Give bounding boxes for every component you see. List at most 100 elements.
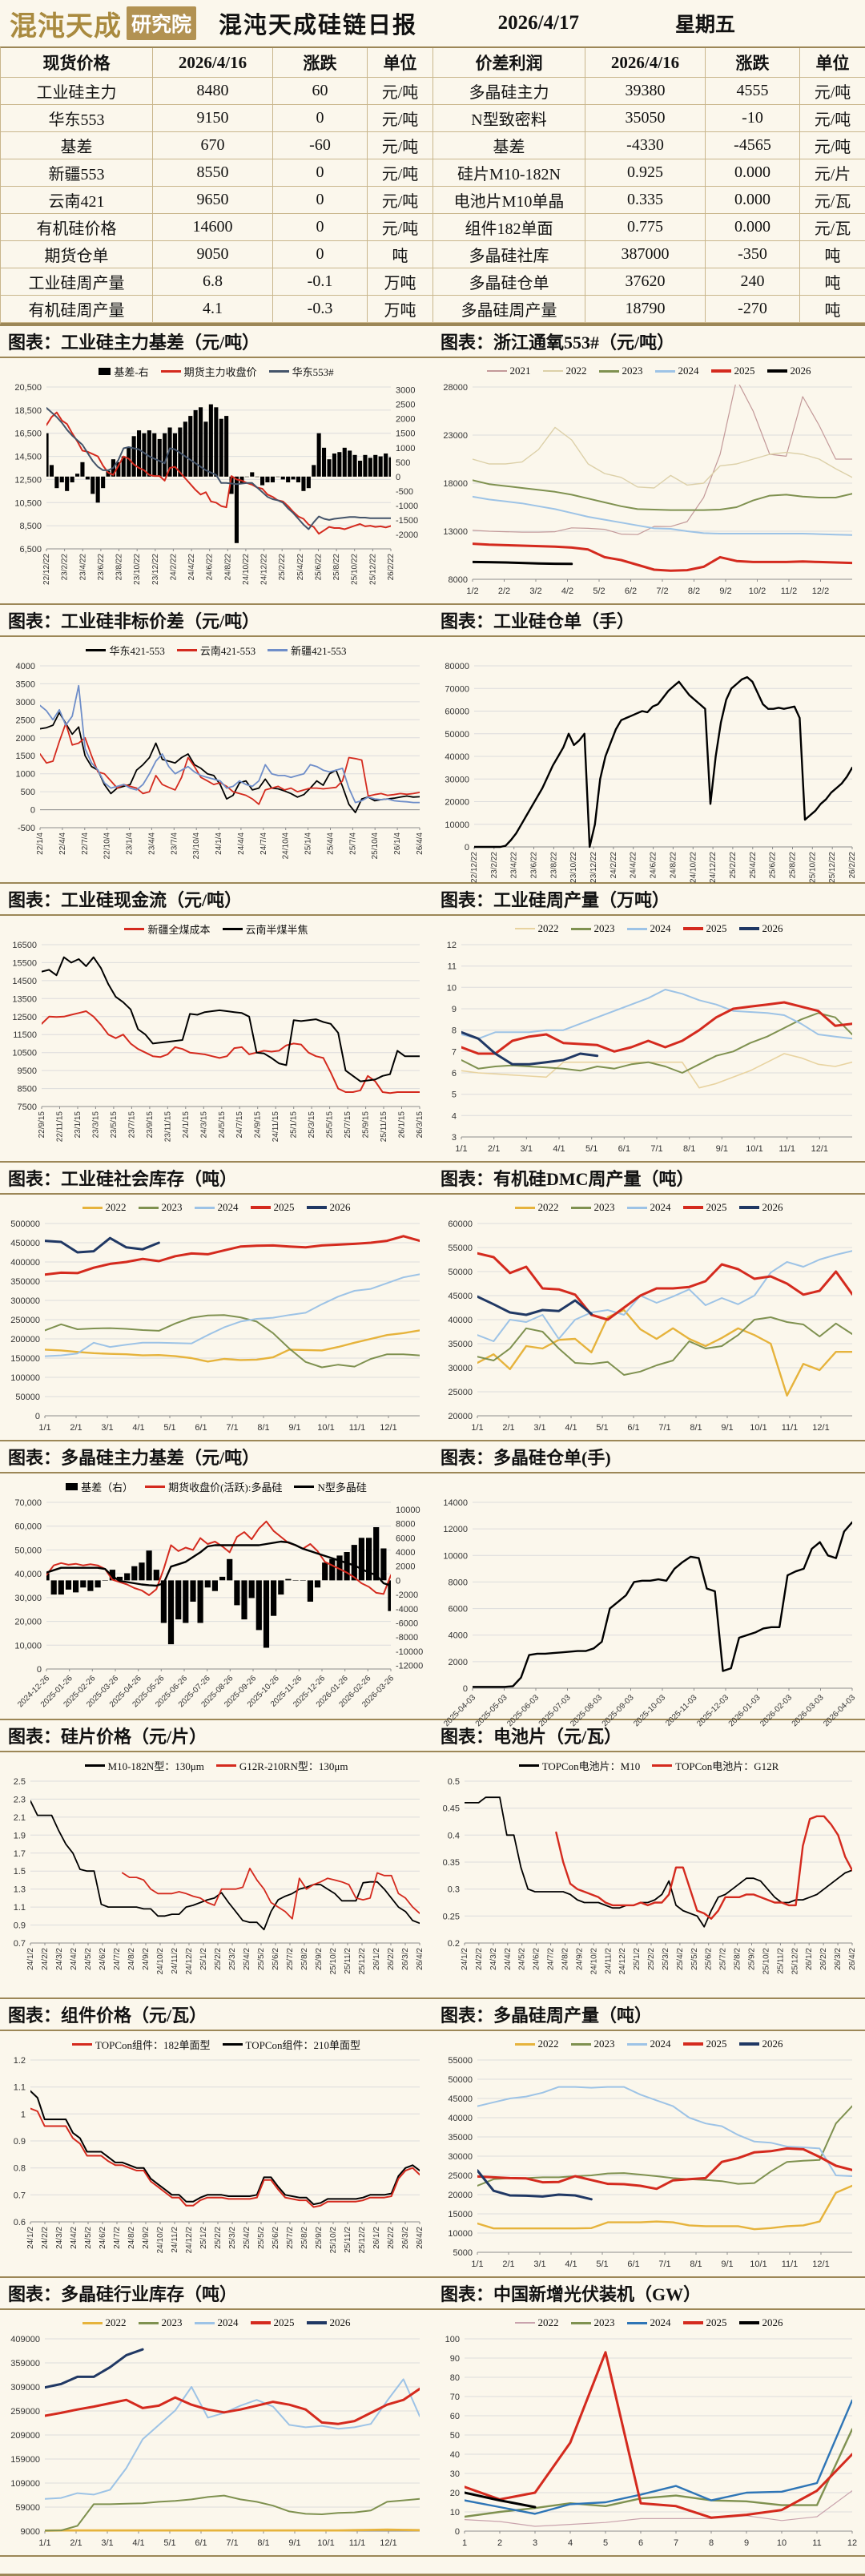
- table-cell: 元/吨: [800, 78, 865, 105]
- svg-text:25/6/2: 25/6/2: [272, 2227, 280, 2249]
- svg-text:23/6/22: 23/6/22: [97, 554, 106, 581]
- svg-text:23/6/22: 23/6/22: [530, 852, 539, 879]
- svg-text:50000: 50000: [448, 2075, 473, 2085]
- svg-text:25/4/2: 25/4/2: [243, 2227, 251, 2249]
- svg-text:20000: 20000: [448, 2191, 473, 2200]
- ind-si-nonstd-spread-plot: -500 0 500 1000 1500 2000 2500 3000 3500 4000 22/1…: [16, 662, 424, 859]
- legend-item: 2023: [138, 2316, 183, 2329]
- svg-text:-500: -500: [396, 487, 413, 497]
- table-cell: 0: [273, 214, 368, 241]
- svg-text:2026-04-03: 2026-04-03: [822, 1693, 857, 1728]
- svg-text:6/1: 6/1: [618, 1144, 630, 1154]
- chart-title-row: 图表：工业硅非标价差（元/吨） 图表：工业硅仓单（手）: [0, 603, 865, 637]
- legend-label: TOPCon电池片：M10: [541, 1760, 641, 1772]
- table-cell: 387000: [585, 241, 706, 268]
- svg-text:24/9/2: 24/9/2: [142, 1948, 151, 1970]
- svg-text:23/1/4: 23/1/4: [126, 832, 135, 855]
- svg-text:5/1: 5/1: [596, 2260, 608, 2269]
- svg-text:26/1/4: 26/1/4: [393, 832, 402, 855]
- legend-swatch: [682, 2321, 703, 2324]
- svg-text:24/4/22: 24/4/22: [187, 554, 196, 581]
- svg-text:11: 11: [448, 962, 457, 972]
- legend-label: 2024: [650, 2038, 671, 2050]
- svg-text:25/8/2: 25/8/2: [300, 2227, 309, 2249]
- svg-text:28000: 28000: [443, 383, 468, 393]
- table-cell: 组件182单面: [433, 214, 585, 241]
- legend-item: 云南半煤半焦: [222, 921, 308, 937]
- svg-text:50,000: 50,000: [14, 1546, 42, 1555]
- legend-label: N型多晶硅: [317, 1481, 367, 1494]
- svg-text:500000: 500000: [10, 1219, 40, 1229]
- legend-item: 期货主力收盘价: [160, 364, 257, 379]
- svg-text:24/7/2: 24/7/2: [547, 1948, 556, 1970]
- svg-text:24/9/2: 24/9/2: [142, 2227, 151, 2249]
- table-cell: -0.1: [273, 268, 368, 296]
- ind-si-main-basis-plot: 6,500 8,500 10,500 12,500 14,500 16,500 18,500…: [14, 383, 418, 585]
- svg-text:25/2/22: 25/2/22: [278, 554, 287, 581]
- svg-text:0.9: 0.9: [14, 1921, 26, 1931]
- svg-text:2025-05-03: 2025-05-03: [474, 1693, 509, 1728]
- svg-text:10,000: 10,000: [14, 1641, 42, 1651]
- svg-text:2025-07-03: 2025-07-03: [537, 1693, 573, 1728]
- svg-text:25/3/2: 25/3/2: [228, 2227, 237, 2249]
- svg-text:24/3/2: 24/3/2: [489, 1948, 498, 1970]
- cell-price-legend: TOPCon电池片：M10 TOPCon电池片：G12R: [432, 1752, 865, 1775]
- svg-text:24/5/2: 24/5/2: [84, 1948, 93, 1970]
- svg-text:0.7: 0.7: [14, 2191, 26, 2200]
- charts-row: M10-182N型：130μm G12R-210RN型：130μm 0.7 0.9 1.…: [0, 1752, 865, 1998]
- legend-item: 2025: [250, 2316, 295, 2329]
- svg-text:0: 0: [30, 806, 35, 816]
- svg-text:60,000: 60,000: [14, 1522, 42, 1532]
- svg-text:2500: 2500: [396, 401, 415, 410]
- svg-text:25/1/2: 25/1/2: [199, 1948, 208, 1970]
- legend-label: 基差（右）: [81, 1481, 134, 1494]
- legend-label: TOPCon组件：210单面型: [245, 2038, 361, 2051]
- legend-swatch: [72, 2042, 92, 2046]
- svg-text:7/1: 7/1: [658, 1423, 670, 1433]
- legend-item: 2025: [682, 1201, 727, 1214]
- svg-text:26/3/2: 26/3/2: [401, 1948, 410, 1970]
- svg-text:250000: 250000: [10, 1316, 40, 1325]
- svg-text:0: 0: [465, 843, 469, 853]
- legend-label: 2023: [161, 1201, 183, 1213]
- svg-text:50000: 50000: [445, 730, 469, 740]
- svg-text:25/6/22: 25/6/22: [315, 554, 324, 581]
- svg-text:50000: 50000: [15, 1393, 40, 1402]
- legend-swatch: [598, 369, 619, 373]
- china-new-pv-install-title: 图表：中国新增光伏装机（GW）: [441, 2284, 702, 2304]
- table-cell: 18790: [585, 296, 706, 323]
- table-cell: 期货仓单: [1, 241, 153, 268]
- table-cell: 基差: [1, 132, 153, 159]
- svg-text:26/3/2: 26/3/2: [834, 1948, 843, 1970]
- svg-text:-4000: -4000: [396, 1605, 418, 1615]
- legend-label: 2022: [537, 2038, 559, 2050]
- svg-text:22/7/4: 22/7/4: [81, 832, 90, 855]
- svg-text:22/11/15: 22/11/15: [56, 1111, 65, 1143]
- svg-text:2/1: 2/1: [70, 1423, 82, 1433]
- svg-text:25/7/4: 25/7/4: [348, 832, 357, 855]
- svg-text:2025-04-03: 2025-04-03: [442, 1693, 477, 1728]
- svg-text:25/4/22: 25/4/22: [296, 554, 305, 581]
- svg-text:8,500: 8,500: [19, 522, 42, 531]
- svg-text:23/12/22: 23/12/22: [589, 852, 598, 883]
- svg-text:24/7/4: 24/7/4: [260, 832, 268, 855]
- legend-label: 2023: [593, 922, 615, 934]
- svg-text:25/5/15: 25/5/15: [326, 1111, 335, 1139]
- column-header: 价差利润: [433, 48, 585, 78]
- svg-text:16,500: 16,500: [14, 429, 42, 439]
- svg-text:25/4/22: 25/4/22: [749, 852, 758, 879]
- legend-item: 基差（右）: [66, 1479, 133, 1494]
- svg-text:25/6/2: 25/6/2: [705, 1948, 714, 1970]
- poly-si-weekly-output-legend: 2022 2023 2024 2025 2026: [432, 2031, 865, 2054]
- svg-text:35000: 35000: [448, 2133, 473, 2143]
- svg-text:4000: 4000: [449, 1631, 468, 1641]
- svg-text:1.2: 1.2: [14, 2056, 26, 2066]
- legend-swatch: [738, 927, 759, 930]
- legend-swatch: [222, 2042, 243, 2046]
- legend-item: 2026: [738, 2038, 783, 2050]
- table-cell: 有机硅价格: [1, 214, 153, 241]
- svg-text:24/6/2: 24/6/2: [99, 1948, 107, 1970]
- charts-row: 基差（右） 期货收盘价(活跃):多晶硅 N型多晶硅 0 10,000 20,000 30,0…: [0, 1473, 865, 1729]
- svg-text:26/2/2: 26/2/2: [387, 1948, 396, 1970]
- svg-text:2: 2: [497, 2538, 502, 2548]
